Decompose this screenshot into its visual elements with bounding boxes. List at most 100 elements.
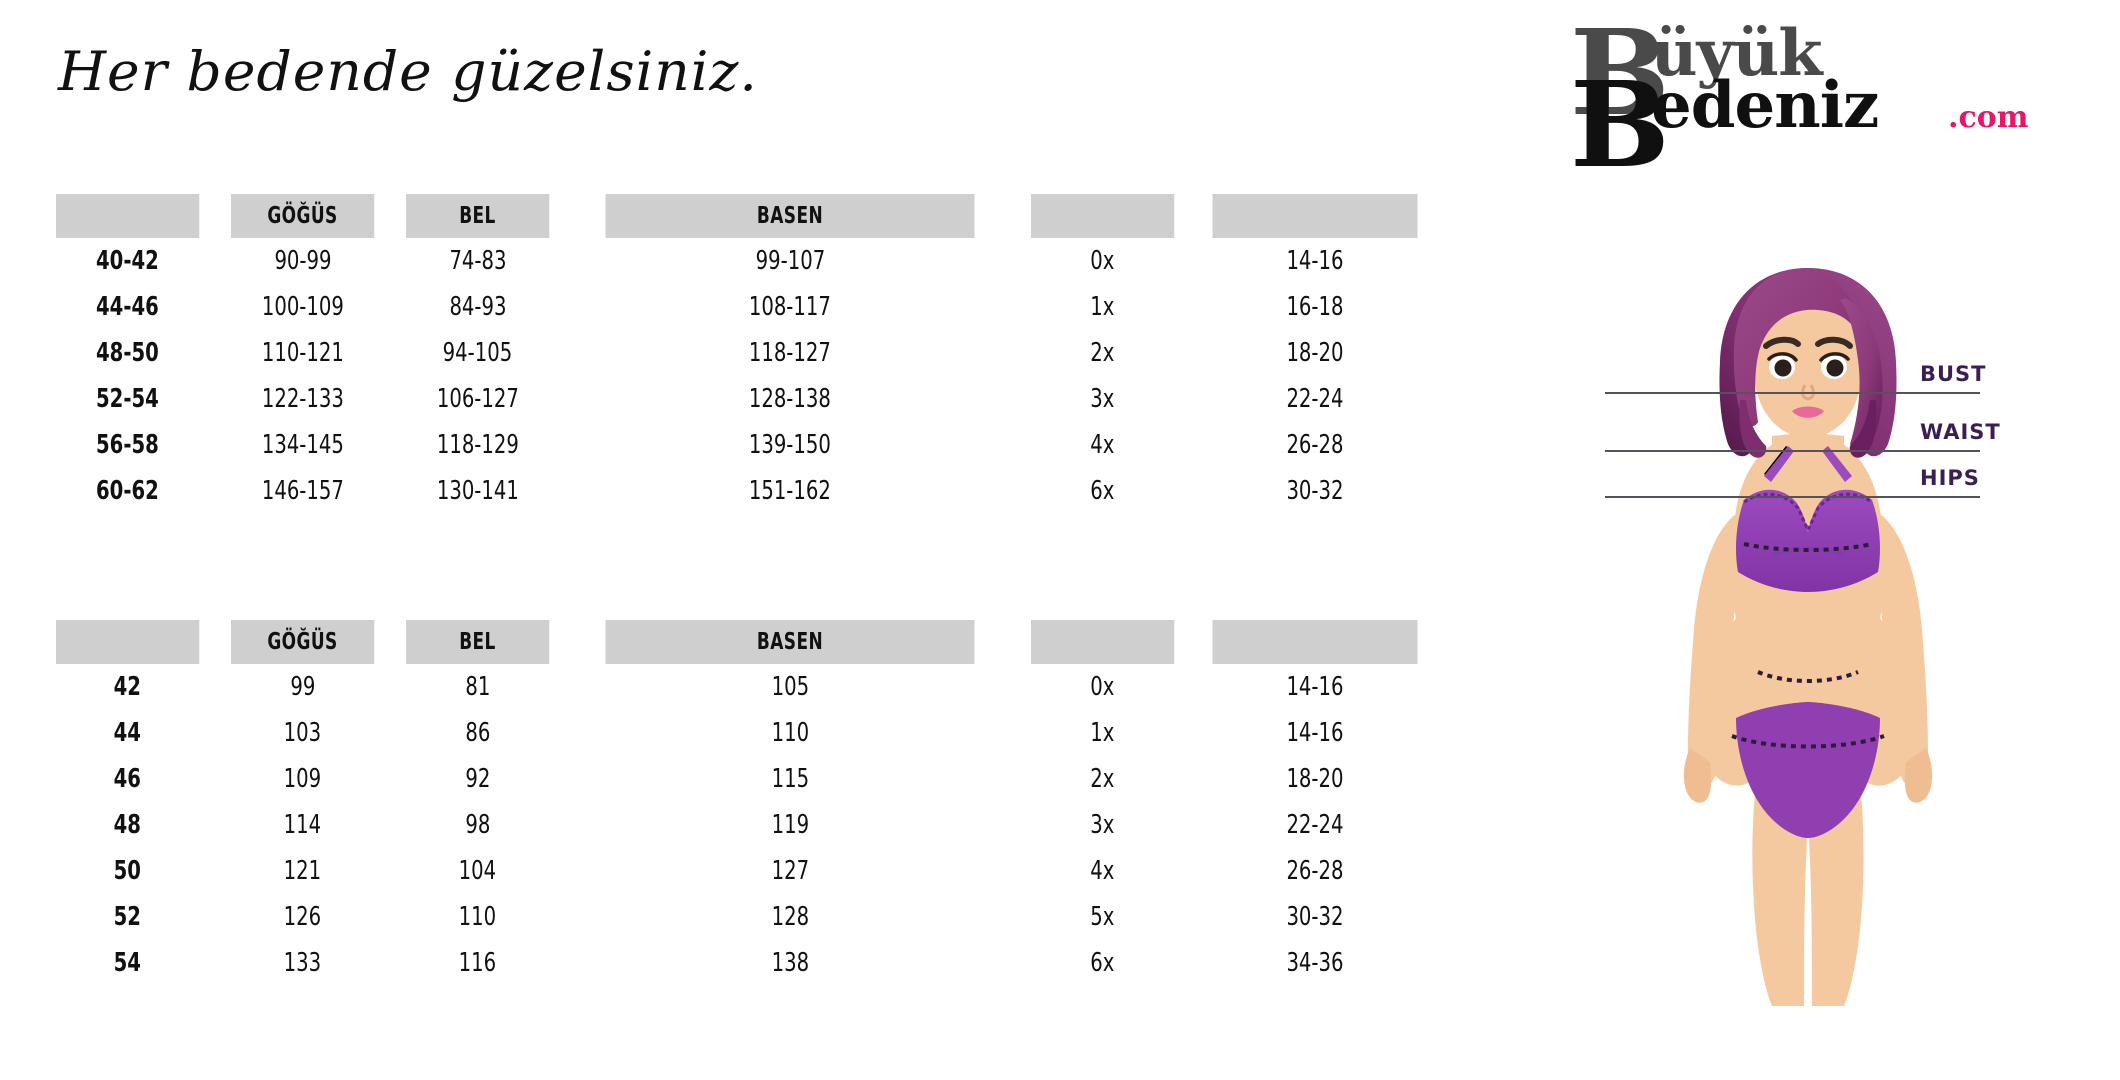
cell-value: 127 (771, 856, 809, 886)
table-row: 44-46 100-109 84-93 108-117 1x 16-18 (40, 284, 1440, 330)
col-header-us (1212, 194, 1418, 238)
cell-waist: 98 (390, 802, 565, 848)
cell-size: 46 (40, 756, 215, 802)
table-header-row: GÖĞÜS BEL BASEN (40, 620, 1440, 664)
cell-value: 26-28 (1286, 856, 1344, 886)
cell-value: 22-24 (1286, 384, 1344, 414)
cell-plus-size: 2x (1015, 756, 1190, 802)
cell-value: 40-42 (96, 246, 159, 276)
hips-line (1605, 496, 1980, 498)
cell-waist: 74-83 (390, 238, 565, 284)
cell-hips: 151-162 (565, 468, 1015, 514)
cell-waist: 130-141 (390, 468, 565, 514)
logo-initial-upper: B (1570, 3, 1670, 142)
cell-us-size: 26-28 (1190, 422, 1440, 468)
table-header-row: GÖĞÜS BEL BASEN (40, 194, 1440, 238)
cell-value: 48-50 (96, 338, 159, 368)
col-header-bust: GÖĞÜS (230, 620, 375, 664)
cell-size: 50 (40, 848, 215, 894)
cell-value: 34-36 (1286, 948, 1344, 978)
cell-us-size: 30-32 (1190, 894, 1440, 940)
cell-value: 139-150 (748, 430, 832, 460)
cell-plus-size: 1x (1015, 284, 1190, 330)
cell-bust: 99 (215, 664, 390, 710)
cell-value: 110-121 (261, 338, 344, 368)
cell-value: 126 (283, 902, 322, 932)
cell-value: 114 (283, 810, 322, 840)
cell-size: 54 (40, 940, 215, 986)
cell-value: 128-138 (748, 384, 832, 414)
cell-plus-size: 1x (1015, 710, 1190, 756)
cell-hips: 105 (565, 664, 1015, 710)
cell-value: 2x (1090, 764, 1115, 794)
figure-body (1683, 408, 1933, 1006)
cell-value: 14-16 (1286, 672, 1344, 702)
cell-value: 86 (464, 718, 490, 748)
cell-value: 130-141 (436, 476, 519, 506)
cell-bust: 100-109 (215, 284, 390, 330)
table-body: 42 99 81 105 0x 14-16 44 103 86 110 1x 14-16 46 109 92… (40, 664, 1440, 986)
cell-value: 6x (1090, 476, 1115, 506)
cell-value: 0x (1090, 672, 1115, 702)
cell-plus-size: 4x (1015, 848, 1190, 894)
table-row: 56-58 134-145 118-129 139-150 4x 26-28 (40, 422, 1440, 468)
cell-value: 18-20 (1286, 764, 1344, 794)
cell-value: 60-62 (96, 476, 159, 506)
cell-hips: 108-117 (565, 284, 1015, 330)
cell-value: 119 (771, 810, 809, 840)
table-row: 60-62 146-157 130-141 151-162 6x 30-32 (40, 468, 1440, 514)
table-row: 48 114 98 119 3x 22-24 (40, 802, 1440, 848)
cell-value: 54 (113, 948, 142, 978)
cell-plus-size: 6x (1015, 468, 1190, 514)
cell-plus-size: 0x (1015, 664, 1190, 710)
cell-value: 105 (771, 672, 809, 702)
logo-word-buyuk: üyük (1651, 16, 1823, 91)
cell-hips: 127 (565, 848, 1015, 894)
cell-value: 92 (464, 764, 490, 794)
cell-value: 4x (1090, 430, 1115, 460)
table-row: 46 109 92 115 2x 18-20 (40, 756, 1440, 802)
cell-value: 106-127 (436, 384, 519, 414)
cell-value: 6x (1090, 948, 1115, 978)
woman-figure-svg (1683, 268, 1933, 1006)
cell-hips: 138 (565, 940, 1015, 986)
cell-waist: 94-105 (390, 330, 565, 376)
cell-waist: 116 (390, 940, 565, 986)
cell-value: 108-117 (748, 292, 832, 322)
cell-waist: 106-127 (390, 376, 565, 422)
cell-value: 14-16 (1286, 718, 1344, 748)
col-header-size (55, 620, 200, 664)
cell-value: 84-93 (448, 292, 507, 322)
cell-plus-size: 5x (1015, 894, 1190, 940)
cell-waist: 81 (390, 664, 565, 710)
cell-size: 48 (40, 802, 215, 848)
cell-value: 2x (1090, 338, 1115, 368)
table-body: 40-42 90-99 74-83 99-107 0x 14-16 44-46 100-109… (40, 238, 1440, 514)
cell-waist: 86 (390, 710, 565, 756)
logo-initial-lower: B (1570, 55, 1670, 194)
cell-size: 56-58 (40, 422, 215, 468)
waist-label: WAIST (1920, 420, 2001, 444)
cell-value: 121 (283, 856, 322, 886)
cell-value: 116 (458, 948, 497, 978)
cell-waist: 92 (390, 756, 565, 802)
cell-value: 128 (771, 902, 809, 932)
cell-us-size: 14-16 (1190, 664, 1440, 710)
size-table-single: GÖĞÜS BEL BASEN 42 99 81 105 0x 14-16 44 103 86 1… (40, 620, 1440, 986)
cell-value: 50 (113, 856, 142, 886)
cell-value: 22-24 (1286, 810, 1344, 840)
col-header-hips: BASEN (605, 620, 975, 664)
cell-value: 118-129 (436, 430, 519, 460)
cell-value: 146-157 (261, 476, 344, 506)
cell-us-size: 16-18 (1190, 284, 1440, 330)
cell-value: 14-16 (1286, 246, 1344, 276)
cell-value: 30-32 (1286, 476, 1344, 506)
cell-plus-size: 3x (1015, 376, 1190, 422)
cell-size: 42 (40, 664, 215, 710)
cell-hips: 115 (565, 756, 1015, 802)
cell-bust: 133 (215, 940, 390, 986)
cell-value: 99 (289, 672, 315, 702)
cell-us-size: 22-24 (1190, 376, 1440, 422)
col-header-hips: BASEN (605, 194, 975, 238)
site-logo[interactable]: B B üyük edeniz .com (1570, 3, 2050, 184)
